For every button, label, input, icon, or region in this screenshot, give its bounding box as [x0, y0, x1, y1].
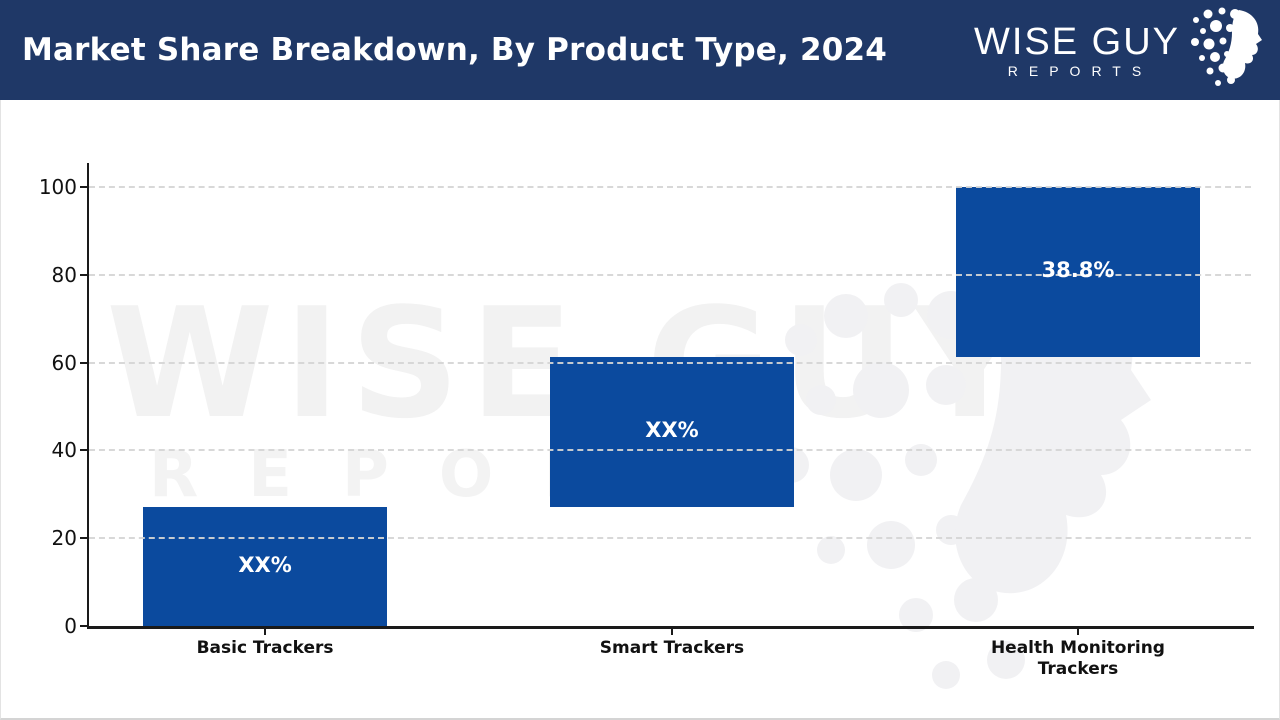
y-tick-label-100: 100: [38, 175, 77, 199]
gridline-80: [89, 273, 1251, 276]
x-tick-mark: [670, 626, 673, 635]
y-tick-label-40: 40: [51, 438, 77, 463]
x-tick-mark: [264, 626, 267, 635]
x-category-label: Basic Trackers: [196, 638, 334, 658]
bar-health-monitoring-trackers: [955, 187, 1200, 358]
gridline-20: [89, 537, 1251, 540]
bar-value-label: XX%: [645, 418, 699, 443]
y-tick-mark-60: [80, 361, 88, 364]
gridline-100: [89, 186, 1251, 188]
y-tick-mark-40: [80, 449, 88, 452]
chart-body: WISE GUY REPORTS 0 20 40 60 80 100 XX% Basic Tr…: [0, 100, 1280, 720]
page-title: Market Share Breakdown, By Product Type,…: [22, 32, 888, 68]
logo-wordmark: WISE GUY: [973, 20, 1180, 63]
y-tick-mark-80: [80, 273, 88, 276]
bar-value-label: 38.8%: [1041, 258, 1115, 283]
gridline-60: [89, 361, 1251, 364]
y-tick-mark-20: [80, 537, 88, 540]
x-category-label: Smart Trackers: [599, 638, 745, 658]
wiseguy-face-icon: [1191, 7, 1262, 86]
bar-basic-trackers: [143, 507, 388, 626]
logo-text: WISE GUY REPORTS: [974, 23, 1180, 78]
bar-smart-trackers: [549, 357, 794, 508]
x-axis-line: [87, 626, 1254, 629]
y-tick-label-80: 80: [51, 262, 77, 287]
x-tick-mark: [1076, 626, 1079, 635]
wiseguy-logo: WISE GUY REPORTS: [974, 0, 1266, 100]
header-banner: Market Share Breakdown, By Product Type,…: [0, 0, 1280, 100]
y-axis-line: [87, 163, 89, 628]
logo-subtitle: REPORTS: [1007, 62, 1153, 79]
y-tick-label-20: 20: [51, 526, 77, 551]
y-tick-label-60: 60: [51, 350, 77, 375]
y-tick-mark-100: [80, 186, 88, 188]
x-category-label: Health Monitoring Trackers: [990, 638, 1165, 679]
gridline-40: [89, 449, 1251, 452]
y-tick-mark-0: [80, 625, 88, 627]
bar-value-label: XX%: [238, 552, 292, 577]
y-tick-label-0: 0: [64, 614, 77, 638]
